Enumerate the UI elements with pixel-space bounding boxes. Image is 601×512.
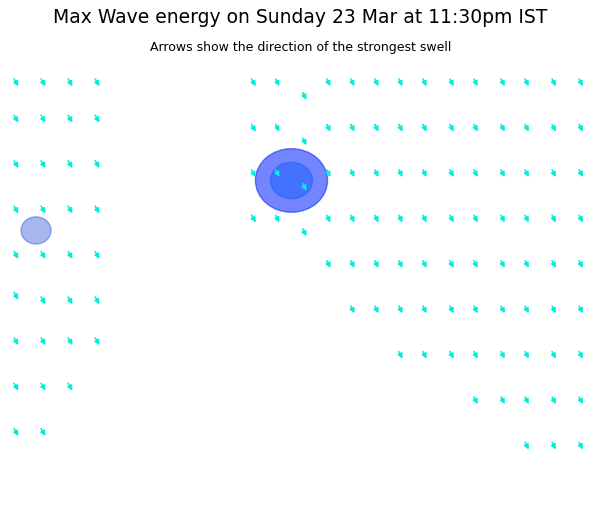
Ellipse shape [21,217,51,244]
Text: Max Wave energy on Sunday 23 Mar at 11:30pm IST: Max Wave energy on Sunday 23 Mar at 11:3… [53,8,548,27]
Ellipse shape [255,148,328,212]
Ellipse shape [270,162,313,199]
Text: Arrows show the direction of the strongest swell: Arrows show the direction of the stronge… [150,41,451,54]
